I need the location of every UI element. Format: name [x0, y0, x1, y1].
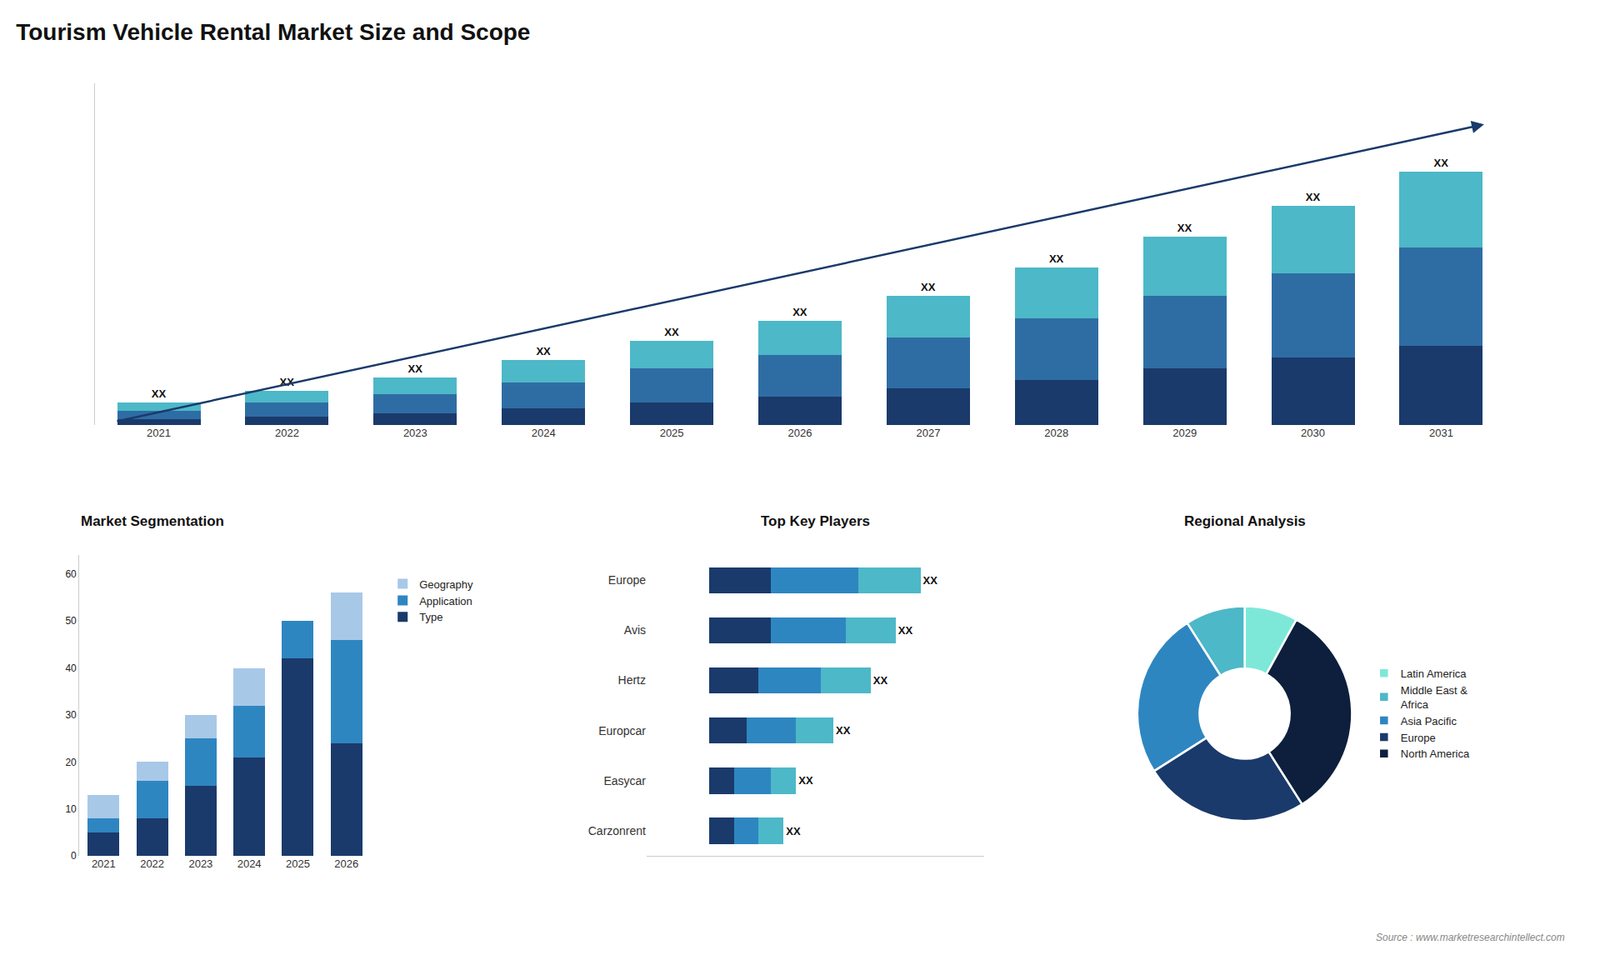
svg-text:2026: 2026	[334, 857, 359, 870]
svg-text:XX: XX	[873, 674, 889, 687]
svg-text:Application: Application	[419, 595, 473, 608]
svg-text:2022: 2022	[140, 857, 165, 870]
svg-text:20: 20	[65, 756, 77, 769]
svg-text:XX: XX	[898, 624, 914, 637]
svg-text:XX: XX	[1305, 190, 1321, 204]
svg-text:Hertz: Hertz	[618, 673, 646, 687]
svg-text:Regional Analysis: Regional Analysis	[1184, 513, 1306, 530]
svg-text:XX: XX	[535, 345, 551, 358]
svg-text:Market Segmentation: Market Segmentation	[80, 513, 225, 530]
svg-text:XX: XX	[280, 375, 295, 389]
svg-text:XX: XX	[923, 574, 939, 587]
svg-text:XX: XX	[1177, 221, 1193, 235]
svg-text:XX: XX	[792, 305, 808, 319]
svg-text:Europe: Europe	[608, 573, 646, 587]
svg-text:2027: 2027	[915, 426, 940, 440]
svg-text:Easycar: Easycar	[603, 774, 646, 788]
svg-text:2028: 2028	[1044, 426, 1069, 440]
svg-text:XX: XX	[1049, 252, 1065, 265]
svg-text:2022: 2022	[275, 426, 300, 440]
svg-text:XX: XX	[798, 774, 814, 787]
svg-text:2026: 2026	[788, 426, 813, 440]
svg-text:Tourism Vehicle Rental Market: Tourism Vehicle Rental Market Size and S…	[15, 19, 530, 45]
svg-text:Middle East &Africa: Middle East &Africa	[1400, 684, 1469, 711]
svg-text:XX: XX	[151, 387, 167, 400]
svg-text:Geography: Geography	[419, 578, 474, 591]
svg-text:2025: 2025	[285, 857, 310, 870]
svg-text:2021: 2021	[146, 426, 171, 440]
svg-text:30: 30	[65, 709, 77, 721]
svg-text:0: 0	[70, 850, 77, 862]
svg-text:Type: Type	[419, 610, 443, 624]
svg-text:XX: XX	[664, 325, 680, 339]
svg-text:2024: 2024	[531, 426, 556, 440]
svg-text:Carzonrent: Carzonrent	[588, 824, 646, 838]
svg-text:Latin America: Latin America	[1400, 667, 1468, 680]
svg-text:2023: 2023	[403, 426, 428, 440]
svg-text:2031: 2031	[1429, 426, 1454, 440]
svg-text:XX: XX	[1434, 156, 1450, 170]
svg-text:2029: 2029	[1172, 426, 1197, 440]
svg-text:2030: 2030	[1300, 426, 1325, 440]
svg-text:2025: 2025	[660, 426, 685, 440]
svg-text:60: 60	[65, 568, 77, 580]
svg-text:Europcar: Europcar	[598, 724, 646, 738]
svg-text:Top Key Players: Top Key Players	[760, 513, 870, 530]
svg-text:XX: XX	[835, 724, 851, 737]
svg-text:40: 40	[65, 662, 77, 675]
svg-text:2021: 2021	[91, 857, 116, 870]
svg-text:10: 10	[65, 803, 77, 815]
svg-text:XX: XX	[407, 362, 423, 375]
svg-text:2024: 2024	[237, 857, 262, 870]
svg-text:XX: XX	[785, 825, 801, 838]
svg-text:Source : www.marketresearchint: Source : www.marketresearchintellect.com	[1375, 931, 1565, 944]
svg-text:Europe: Europe	[1400, 731, 1436, 745]
svg-text:2023: 2023	[188, 857, 213, 870]
svg-text:Asia Pacific: Asia Pacific	[1400, 715, 1458, 728]
svg-text:Avis: Avis	[624, 623, 646, 637]
svg-text:50: 50	[65, 615, 77, 627]
svg-text:North America: North America	[1400, 747, 1470, 760]
svg-text:XX: XX	[920, 280, 936, 294]
